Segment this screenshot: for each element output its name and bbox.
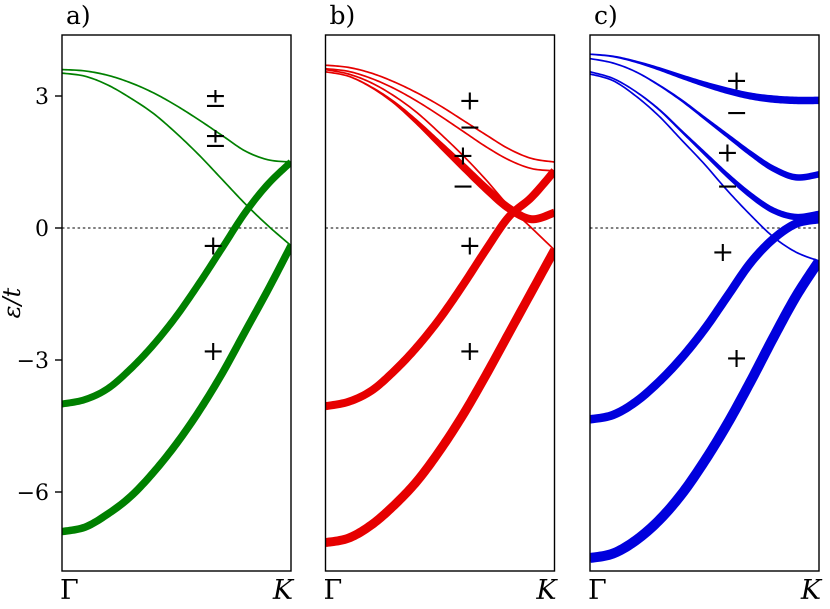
band-sign-label: −	[458, 112, 481, 143]
panel-letter: a)	[66, 1, 91, 30]
y-tick-label: 0	[35, 217, 49, 242]
band-sign-label: −	[716, 171, 739, 202]
band-sign-label: +	[725, 343, 748, 374]
band-sign-label: +	[458, 85, 481, 116]
band-conduction-upper-minus	[325, 67, 555, 172]
panel-letter: c)	[594, 1, 618, 30]
k-point-label: K	[535, 575, 558, 606]
band-valence-1	[62, 243, 291, 536]
band-sign-label: +	[202, 336, 225, 367]
band-valence-2	[325, 168, 555, 411]
band-sign-label: +	[716, 137, 739, 168]
band-sign-label: +	[712, 237, 735, 268]
band-sign-label: ±	[204, 83, 227, 114]
band-valence-2	[62, 159, 291, 408]
axes-frame	[324, 34, 556, 572]
y-tick-label: −3	[17, 349, 49, 374]
panel-b	[325, 64, 555, 548]
y-tick-label: 3	[35, 85, 49, 110]
band-sign-label: −	[452, 171, 475, 202]
gamma-point-label: Γ	[324, 575, 343, 606]
axes-frame	[589, 34, 820, 572]
band-sign-label: +	[725, 66, 748, 97]
panel-a	[62, 68, 291, 536]
band-conduction-lower-minus	[590, 70, 819, 221]
band-conduction-upper	[62, 68, 291, 163]
y-tick-label: −6	[17, 481, 49, 506]
band-valence-1	[590, 258, 819, 563]
band-conduction-upper-plus	[590, 53, 819, 105]
panel-c	[590, 53, 819, 563]
band-conduction-lower	[62, 72, 291, 247]
band-sign-label: −	[725, 98, 748, 129]
gamma-point-label: Γ	[588, 575, 607, 606]
band-sign-label: ±	[204, 123, 227, 154]
panel-letter: b)	[330, 1, 356, 30]
band-sign-label: +	[452, 140, 475, 171]
band-sign-label: +	[202, 231, 225, 262]
band-sign-label: +	[458, 231, 481, 262]
gamma-point-label: Γ	[60, 575, 79, 606]
band-conduction-upper-minus	[590, 57, 819, 181]
axes-frame	[61, 34, 292, 572]
y-axis-label: ε/t	[0, 287, 26, 318]
band-conduction-lower-plus	[325, 68, 555, 251]
band-conduction-lower-minus	[325, 70, 555, 224]
band-sign-label: +	[458, 336, 481, 367]
k-point-label: K	[800, 575, 823, 606]
k-point-label: K	[272, 575, 295, 606]
